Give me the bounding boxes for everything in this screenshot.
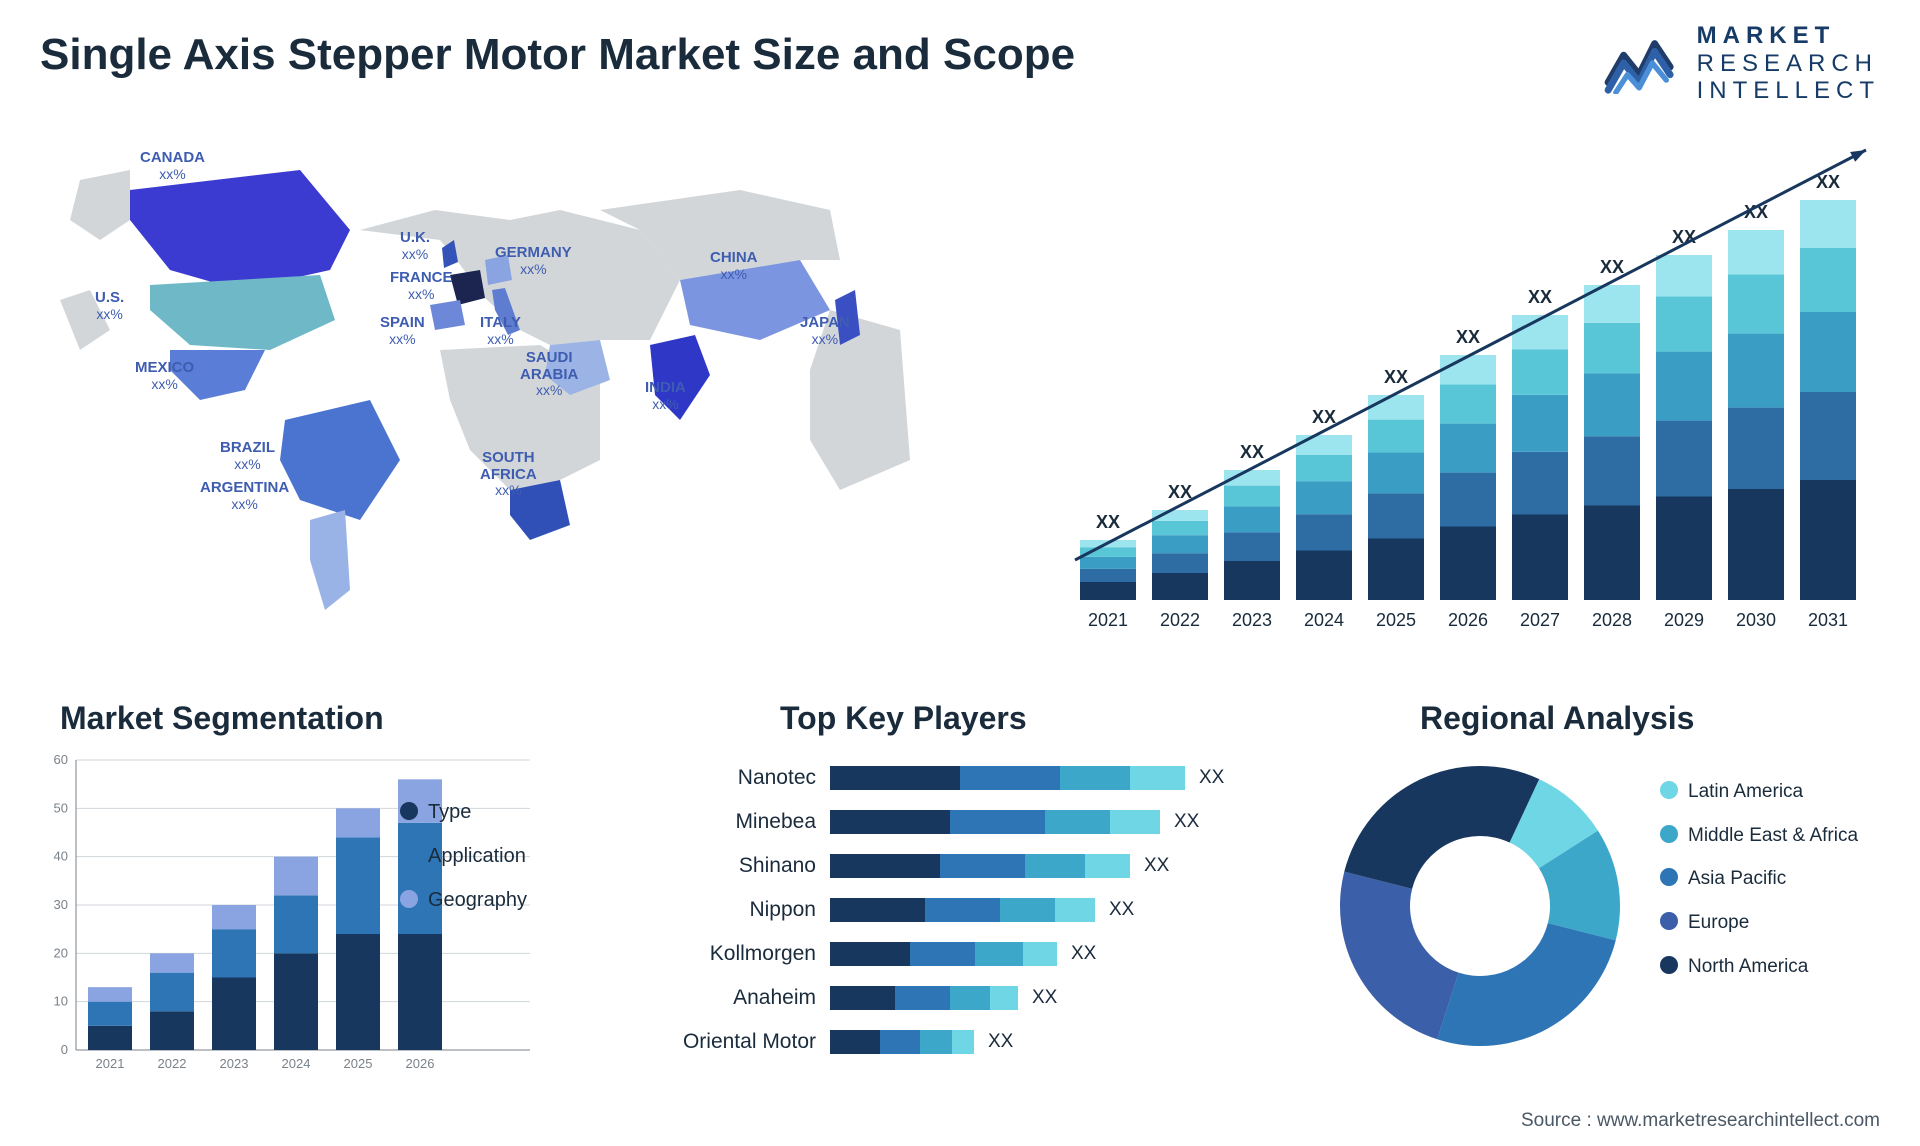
key-player-row: Kollmorgen XX (640, 932, 1300, 976)
svg-text:XX: XX (1600, 257, 1624, 277)
legend-item: Type (400, 790, 527, 834)
logo-text-2: RESEARCH (1697, 50, 1880, 78)
legend-item: Middle East & Africa (1660, 814, 1858, 858)
svg-text:2022: 2022 (1160, 610, 1200, 630)
svg-text:2024: 2024 (282, 1056, 311, 1071)
segmentation-legend: TypeApplicationGeography (400, 790, 527, 922)
source-text: Source : www.marketresearchintellect.com (1521, 1110, 1880, 1132)
key-player-label: Anaheim (640, 986, 830, 1010)
svg-text:40: 40 (54, 849, 68, 864)
key-player-row: Anaheim XX (640, 976, 1300, 1020)
svg-text:2023: 2023 (220, 1056, 249, 1071)
svg-text:2030: 2030 (1736, 610, 1776, 630)
svg-text:2025: 2025 (344, 1056, 373, 1071)
map-label: CHINAxx% (710, 250, 758, 282)
svg-text:XX: XX (1096, 512, 1120, 532)
key-player-value: XX (1032, 987, 1057, 1009)
key-player-row: Minebea XX (640, 800, 1300, 844)
logo-text-1: MARKET (1697, 22, 1880, 50)
svg-text:XX: XX (1312, 407, 1336, 427)
key-player-label: Nanotec (640, 766, 830, 790)
regional-title: Regional Analysis (1420, 700, 1694, 737)
map-label: SOUTHAFRICAxx% (480, 450, 537, 498)
key-player-value: XX (988, 1031, 1013, 1053)
svg-text:XX: XX (1168, 482, 1192, 502)
key-player-label: Nippon (640, 898, 830, 922)
logo-text-3: INTELLECT (1697, 77, 1880, 105)
map-label: U.K.xx% (400, 230, 430, 262)
key-player-bar (830, 1030, 974, 1054)
svg-text:2029: 2029 (1664, 610, 1704, 630)
key-player-bar (830, 854, 1130, 878)
key-player-label: Kollmorgen (640, 942, 830, 966)
map-label: SAUDIARABIAxx% (520, 350, 578, 398)
svg-text:2026: 2026 (406, 1056, 435, 1071)
key-players-title: Top Key Players (780, 700, 1027, 737)
map-label: FRANCExx% (390, 270, 453, 302)
logo-mark-icon (1603, 32, 1683, 94)
svg-text:2028: 2028 (1592, 610, 1632, 630)
key-players-chart: NanotecXXMinebeaXXShinanoXXNipponXXKollm… (640, 756, 1300, 1064)
map-label: BRAZILxx% (220, 440, 275, 472)
key-player-bar (830, 898, 1095, 922)
svg-text:XX: XX (1240, 442, 1264, 462)
map-label: SPAINxx% (380, 315, 425, 347)
svg-text:XX: XX (1528, 287, 1552, 307)
legend-item: Asia Pacific (1660, 857, 1858, 901)
svg-text:2021: 2021 (1088, 610, 1128, 630)
map-label: U.S.xx% (95, 290, 124, 322)
legend-item: Latin America (1660, 770, 1858, 814)
map-label: ITALYxx% (480, 315, 521, 347)
map-label: INDIAxx% (645, 380, 686, 412)
svg-text:2031: 2031 (1808, 610, 1848, 630)
key-player-bar (830, 986, 1018, 1010)
svg-text:20: 20 (54, 945, 68, 960)
svg-text:XX: XX (1456, 327, 1480, 347)
key-player-label: Oriental Motor (640, 1030, 830, 1054)
key-player-bar (830, 766, 1185, 790)
world-map: CANADAxx% U.S.xx% MEXICOxx% BRAZILxx% ARGENT… (40, 140, 970, 660)
map-label: ARGENTINAxx% (200, 480, 289, 512)
regional-donut (1330, 756, 1630, 1056)
svg-text:0: 0 (61, 1042, 68, 1057)
map-label: GERMANYxx% (495, 245, 572, 277)
key-player-value: XX (1071, 943, 1096, 965)
svg-text:2025: 2025 (1376, 610, 1416, 630)
map-label: JAPANxx% (800, 315, 850, 347)
legend-item: Geography (400, 878, 527, 922)
segmentation-title: Market Segmentation (60, 700, 384, 737)
key-player-value: XX (1174, 811, 1199, 833)
key-player-value: XX (1109, 899, 1134, 921)
map-label: MEXICOxx% (135, 360, 194, 392)
svg-text:30: 30 (54, 897, 68, 912)
svg-text:2021: 2021 (96, 1056, 125, 1071)
legend-item: Europe (1660, 901, 1858, 945)
regional-legend: Latin AmericaMiddle East & AfricaAsia Pa… (1660, 770, 1858, 988)
svg-text:XX: XX (1384, 367, 1408, 387)
svg-text:2022: 2022 (158, 1056, 187, 1071)
brand-logo: MARKET RESEARCH INTELLECT (1603, 22, 1880, 105)
key-player-row: Oriental Motor XX (640, 1020, 1300, 1064)
svg-text:10: 10 (54, 994, 68, 1009)
svg-text:2024: 2024 (1304, 610, 1344, 630)
key-player-row: Shinano XX (640, 844, 1300, 888)
key-player-bar (830, 810, 1160, 834)
key-player-label: Minebea (640, 810, 830, 834)
key-player-bar (830, 942, 1057, 966)
svg-text:60: 60 (54, 752, 68, 767)
key-player-row: Nanotec XX (640, 756, 1300, 800)
key-player-value: XX (1144, 855, 1169, 877)
legend-item: North America (1660, 945, 1858, 989)
key-player-value: XX (1199, 767, 1224, 789)
growth-chart: XX 2021 XX 2022 XX 2023 XX 2024 XX 2025 XX 2026 XX 20… (1060, 140, 1880, 660)
key-player-row: Nippon XX (640, 888, 1300, 932)
key-player-label: Shinano (640, 854, 830, 878)
svg-text:2026: 2026 (1448, 610, 1488, 630)
svg-text:2023: 2023 (1232, 610, 1272, 630)
svg-text:50: 50 (54, 800, 68, 815)
map-label: CANADAxx% (140, 150, 205, 182)
page-title: Single Axis Stepper Motor Market Size an… (40, 30, 1075, 80)
svg-text:2027: 2027 (1520, 610, 1560, 630)
legend-item: Application (400, 834, 527, 878)
